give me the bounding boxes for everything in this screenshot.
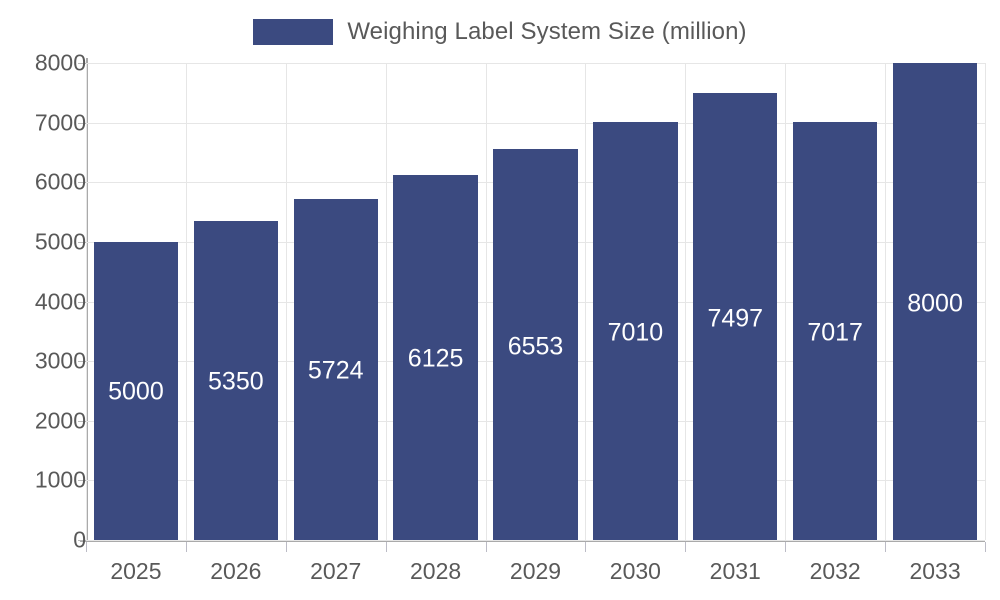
- legend-label-weighing-label-system-size: Weighing Label System Size (million): [347, 18, 747, 45]
- bar[interactable]: [193, 221, 279, 540]
- x-axis-tick-mark: [286, 542, 287, 552]
- legend-swatch-weighing-label-system-size: [253, 19, 334, 45]
- bar[interactable]: [293, 198, 378, 540]
- gridline-vertical: [685, 63, 686, 540]
- x-axis-tick-mark: [585, 542, 586, 552]
- bar-value-label: 7497: [707, 304, 764, 333]
- y-axis-tick-label: 8000: [34, 49, 86, 76]
- x-axis-tick-label: 2030: [609, 558, 661, 584]
- y-axis-tick-mark: [78, 241, 86, 243]
- x-axis-spine: [80, 540, 985, 542]
- x-axis-tick-mark: [685, 542, 686, 552]
- bar-value-label: 6553: [507, 332, 564, 361]
- y-axis-tick-label: 6000: [34, 168, 86, 195]
- gridline-vertical: [486, 63, 487, 540]
- bar[interactable]: [792, 121, 878, 540]
- y-axis-tick-mark: [78, 301, 86, 303]
- gridline-vertical: [386, 63, 387, 540]
- y-axis-spine: [86, 58, 88, 540]
- bar[interactable]: [93, 241, 179, 540]
- bar-value-label: 6125: [407, 344, 464, 373]
- gridline-vertical: [885, 63, 886, 540]
- x-axis-tick-mark: [785, 542, 786, 552]
- y-axis-tick-mark: [78, 540, 86, 541]
- y-axis-tick-mark: [78, 63, 86, 64]
- gridline-vertical: [86, 63, 87, 540]
- y-axis-tick-label: 5000: [34, 228, 86, 255]
- x-axis-tick-label: 2029: [509, 558, 562, 584]
- bar[interactable]: [593, 122, 678, 540]
- x-axis-tick-mark: [386, 542, 387, 552]
- bar-value-label: 5350: [208, 367, 264, 396]
- x-axis-tick-label: 2032: [809, 558, 861, 584]
- x-axis-tick-mark: [186, 542, 187, 552]
- gridline-vertical: [785, 63, 786, 540]
- y-axis-tick-mark: [78, 420, 86, 422]
- gridline-vertical: [985, 63, 986, 540]
- x-axis-tick-label: 2027: [310, 558, 362, 584]
- x-axis-tick-label: 2028: [410, 558, 462, 584]
- x-axis-tick-label: 2026: [210, 558, 262, 584]
- bar[interactable]: [393, 174, 478, 540]
- x-axis-tick-mark: [486, 542, 487, 552]
- y-axis-tick-mark: [78, 122, 86, 124]
- x-axis-tick-label: 2031: [709, 558, 761, 584]
- gridline-vertical: [186, 63, 187, 540]
- chart-legend: Weighing Label System Size (million): [0, 14, 1000, 50]
- gridline-horizontal: [86, 540, 985, 541]
- y-axis-tick-mark: [78, 182, 86, 184]
- bar-value-label: 5000: [108, 377, 164, 406]
- bar[interactable]: [693, 92, 778, 540]
- y-axis-tick-label: 0: [73, 526, 86, 553]
- x-axis-tick-label: 2033: [909, 558, 961, 584]
- bar[interactable]: [493, 149, 578, 540]
- gridline-vertical: [585, 63, 586, 540]
- bar[interactable]: [892, 63, 978, 540]
- y-axis-tick-label: 7000: [34, 109, 86, 136]
- bar-value-label: 5724: [307, 356, 364, 385]
- x-axis-tick-mark: [86, 542, 87, 552]
- x-axis-tick-mark: [885, 542, 886, 552]
- y-axis-tick-label: 1000: [34, 466, 86, 493]
- gridline-vertical: [286, 63, 287, 540]
- y-axis-tick-label: 3000: [34, 347, 86, 374]
- gridline-horizontal: [86, 63, 985, 64]
- y-axis-tick-mark: [78, 480, 86, 482]
- bar-value-label: 7010: [607, 318, 664, 347]
- y-axis-tick-label: 2000: [34, 407, 86, 434]
- y-axis-tick-label: 4000: [34, 288, 86, 314]
- x-axis-tick-label: 2025: [110, 558, 162, 584]
- gridline-horizontal: [86, 122, 985, 124]
- x-axis-tick-mark: [985, 542, 986, 552]
- y-axis-tick-mark: [78, 361, 86, 363]
- bar-value-label: 8000: [907, 289, 963, 318]
- bar-value-label: 7017: [807, 318, 863, 347]
